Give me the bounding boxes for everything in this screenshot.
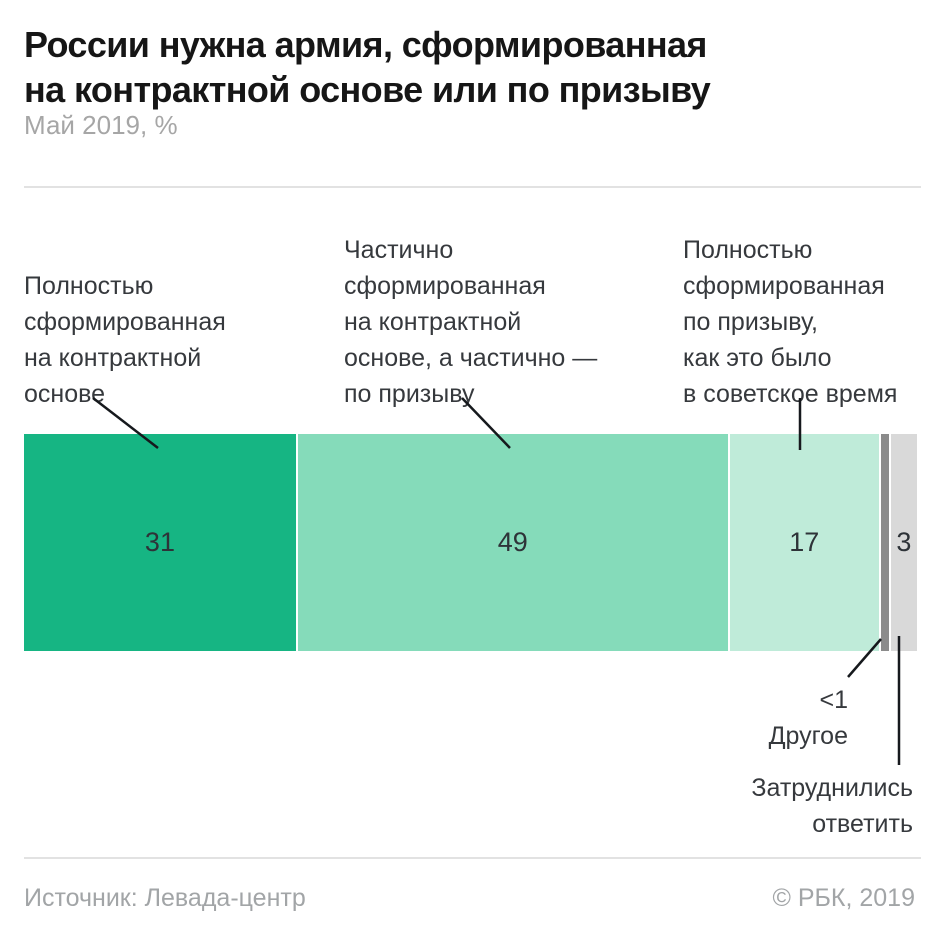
bar-segment-4 xyxy=(880,434,889,651)
annotation-undecided-label: Затруднились ответить xyxy=(751,774,913,838)
annotation-draft-label: Полностью сформированная по призыву, как… xyxy=(683,236,898,408)
bar-segment-1: 31 xyxy=(24,434,296,651)
bar-segment-5: 3 xyxy=(890,434,917,651)
segment-value-label: 3 xyxy=(896,527,912,557)
top-divider xyxy=(24,186,921,188)
bar-segment-2: 49 xyxy=(297,434,728,651)
annotation-other-label: <1 Другое xyxy=(768,686,848,750)
stacked-bar: 31 49 17 3 xyxy=(24,434,917,651)
segment-value-label: 49 xyxy=(497,527,528,557)
segment-value-label: 17 xyxy=(789,527,820,557)
chart-title: России нужна армия, сформированная на ко… xyxy=(24,24,711,110)
annotation-mixed-label: Частично сформированная на контрактной о… xyxy=(344,236,598,408)
segment-value-label: 31 xyxy=(144,527,175,557)
bar-segment-3: 17 xyxy=(729,434,879,651)
annotation-contract-label: Полностью сформированная на контрактной … xyxy=(24,272,226,408)
chart-subtitle: Май 2019, % xyxy=(24,110,178,140)
copyright-credit: © РБК, 2019 xyxy=(772,884,915,912)
source-credit: Источник: Левада-центр xyxy=(24,884,306,912)
bottom-divider xyxy=(24,857,921,859)
